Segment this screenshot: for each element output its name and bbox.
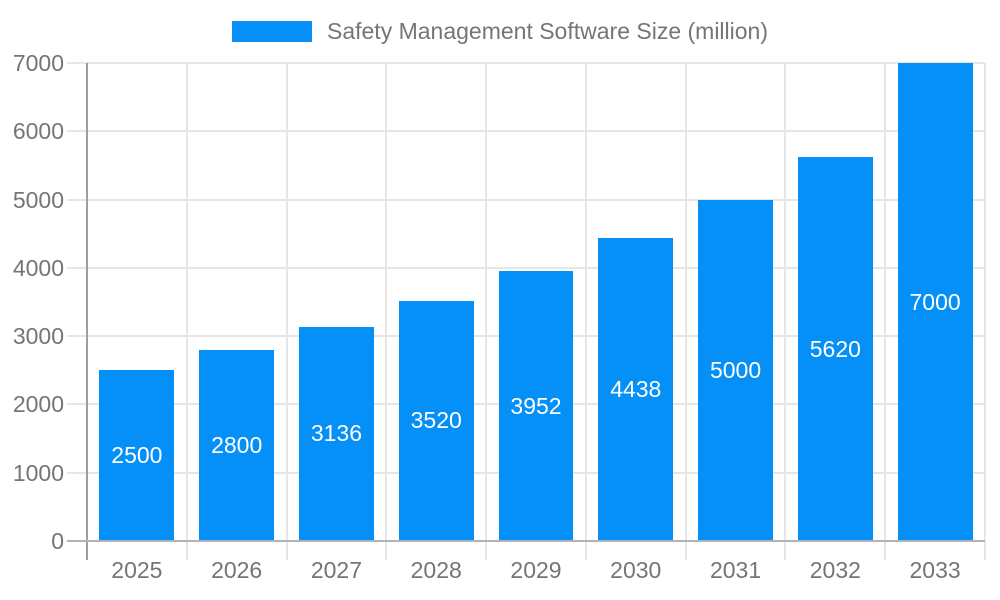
chart-legend: Safety Management Software Size (million… — [231, 18, 769, 45]
bar-2030: 4438 — [598, 237, 674, 541]
gridline-horizontal — [67, 198, 985, 201]
y-axis-tick-label: 1000 — [12, 459, 64, 486]
y-axis-tick-label: 0 — [51, 528, 64, 554]
gridline-vertical — [385, 63, 388, 560]
y-axis-tick-label: 6000 — [12, 118, 64, 145]
gridline-horizontal — [67, 62, 985, 64]
x-axis-tick-label: 2032 — [809, 557, 861, 583]
bar-value-label: 3520 — [410, 407, 462, 434]
legend-label: Safety Management Software Size (million… — [326, 18, 769, 44]
x-axis-tick-label: 2028 — [410, 557, 462, 583]
x-axis-tick-label: 2030 — [610, 557, 662, 583]
gridline-vertical — [485, 63, 488, 560]
x-axis-tick-label: 2027 — [310, 557, 363, 583]
bar-value-label: 7000 — [909, 288, 961, 315]
bar-2031: 5000 — [698, 199, 773, 541]
gridline-vertical — [884, 63, 887, 560]
bar-2028: 3520 — [398, 300, 474, 541]
bar-2025: 2500 — [99, 370, 175, 541]
y-axis-tick-label: 7000 — [12, 50, 64, 76]
gridline-vertical — [684, 63, 687, 560]
gridline-vertical — [784, 63, 787, 560]
bar-value-label: 2800 — [211, 431, 263, 458]
bar-value-label: 5620 — [809, 335, 861, 362]
y-axis-tick-label: 3000 — [12, 323, 64, 350]
gridline-horizontal — [67, 266, 985, 269]
bar-value-label: 3952 — [510, 392, 562, 419]
legend-swatch — [231, 21, 312, 42]
x-axis-tick-label: 2029 — [510, 557, 562, 583]
gridline-vertical — [185, 63, 188, 560]
gridline-vertical — [285, 63, 288, 560]
bar-2029: 3952 — [498, 271, 574, 541]
y-axis-tick-label: 2000 — [12, 391, 64, 418]
bar-2032: 5620 — [797, 157, 873, 541]
bar-value-label: 3136 — [310, 420, 363, 447]
bar-2033: 7000 — [897, 63, 973, 541]
y-axis-tick-label: 4000 — [12, 254, 64, 281]
gridline-vertical — [584, 63, 587, 560]
plot-area: 0 1000 2000 3000 4000 5000 6000 7000 2500 2025 280… — [13, 50, 986, 583]
x-axis-tick-label: 2025 — [111, 557, 163, 583]
x-axis-tick-label: 2026 — [211, 557, 263, 583]
bar-2027: 3136 — [299, 326, 374, 541]
y-axis-tick-label: 5000 — [12, 186, 64, 213]
gridline-horizontal — [67, 130, 985, 133]
bar-value-label: 5000 — [709, 356, 762, 383]
bar-2026: 2800 — [199, 349, 275, 541]
bar-value-label: 4438 — [610, 375, 662, 402]
x-axis-tick-label: 2033 — [909, 557, 961, 583]
y-axis-line — [86, 63, 88, 560]
gridline-vertical — [984, 63, 986, 560]
x-axis-tick-label: 2031 — [709, 557, 762, 583]
x-axis-baseline — [67, 540, 985, 542]
bar-value-label: 2500 — [111, 442, 163, 469]
